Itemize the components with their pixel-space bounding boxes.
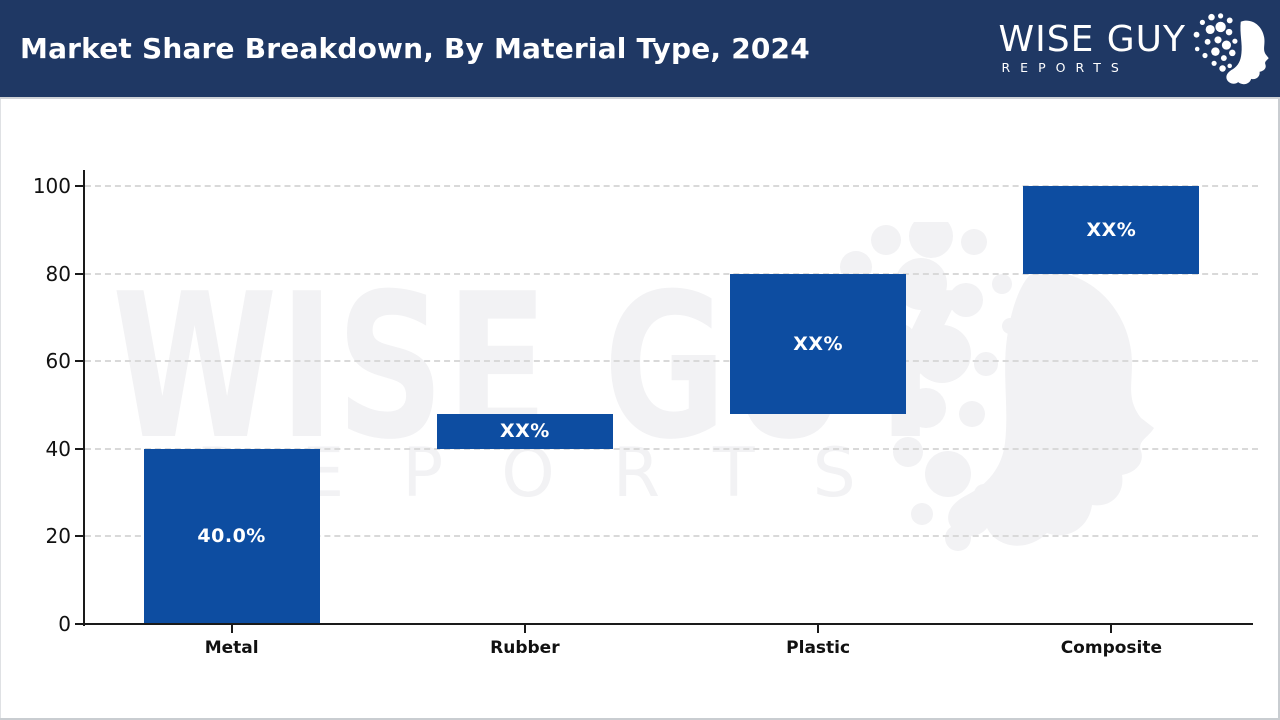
y-axis-tick (75, 272, 84, 275)
x-axis-tick (1110, 625, 1113, 633)
bar-composite: XX% (1023, 186, 1200, 274)
y-axis-tick-label: 100 (32, 174, 71, 198)
page-border-right (1278, 99, 1280, 720)
x-axis-category-label: Rubber (490, 638, 560, 658)
x-axis-tick (230, 625, 233, 633)
gridline (85, 185, 1258, 187)
x-axis-spine (83, 623, 1253, 625)
page-title: Market Share Breakdown, By Material Type… (20, 32, 810, 65)
x-axis-tick (817, 625, 820, 633)
gridline (85, 272, 1258, 275)
y-axis-tick (75, 447, 84, 450)
x-axis-category-label: Plastic (786, 638, 851, 658)
page-border-left (0, 99, 1, 720)
y-axis-tick (75, 360, 84, 363)
page-border-bottom (0, 718, 1280, 720)
bar-rubber: XX% (436, 413, 613, 449)
gridline (85, 360, 1258, 363)
y-axis-tick (75, 623, 84, 625)
wiseguy-logo: WISE GUY REPORTS (999, 8, 1280, 90)
x-axis-category-label: Metal (204, 638, 259, 658)
y-axis-tick-label: 0 (58, 612, 71, 636)
bar-value-label: 40.0% (197, 525, 266, 548)
logo-name-label: WISE GUY (998, 19, 1186, 61)
bar-plastic: XX% (730, 273, 907, 414)
y-axis-tick-label: 60 (45, 349, 71, 374)
gridline (85, 535, 1258, 538)
x-axis-category-label: Composite (1060, 638, 1163, 658)
y-axis-tick (75, 185, 84, 187)
logo-sub-label: REPORTS (1001, 60, 1129, 76)
bar-value-label: XX% (499, 420, 550, 443)
header: Market Share Breakdown, By Material Type… (0, 0, 1280, 97)
wiseguy-logo-text: WISE GUY REPORTS (999, 22, 1187, 75)
bar-metal: 40.0% (143, 448, 320, 624)
header-divider (0, 97, 1280, 99)
y-axis-tick (75, 535, 84, 538)
y-axis-tick-label: 40 (45, 436, 71, 461)
chart-plot-area: 0 20 40 60 80 100 40.0% Metal XX% Rubber XX% Plasti… (0, 99, 1280, 720)
y-axis-tick-label: 80 (45, 261, 71, 286)
bar-value-label: XX% (1086, 218, 1137, 241)
bar-value-label: XX% (793, 332, 844, 355)
gridline (85, 447, 1258, 450)
y-axis-spine (83, 170, 85, 626)
y-axis-tick-label: 20 (45, 524, 71, 549)
x-axis-tick (523, 625, 526, 633)
wiseguy-face-logo-icon (1193, 12, 1269, 84)
